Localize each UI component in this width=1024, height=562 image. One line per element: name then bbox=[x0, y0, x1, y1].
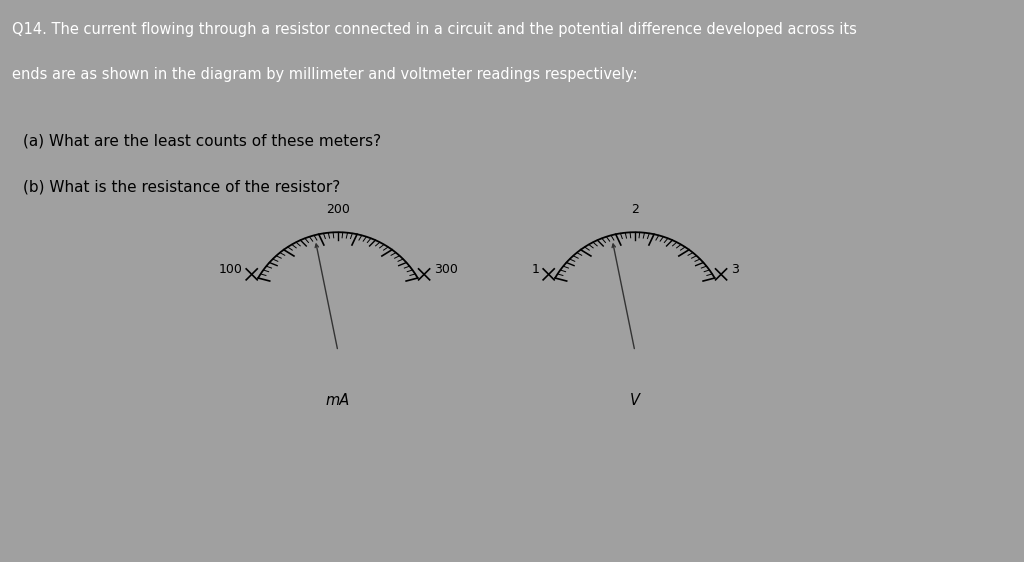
Text: V: V bbox=[630, 392, 640, 407]
Text: Q14. The current flowing through a resistor connected in a circuit and the poten: Q14. The current flowing through a resis… bbox=[12, 21, 857, 37]
Text: 3: 3 bbox=[731, 263, 738, 277]
Text: mA: mA bbox=[326, 392, 350, 407]
Text: 200: 200 bbox=[326, 203, 350, 216]
Text: (b) What is the resistance of the resistor?: (b) What is the resistance of the resist… bbox=[23, 179, 340, 194]
Text: 2: 2 bbox=[631, 203, 639, 216]
Text: 100: 100 bbox=[218, 263, 242, 277]
Text: ends are as shown in the diagram by millimeter and voltmeter readings respective: ends are as shown in the diagram by mill… bbox=[12, 67, 638, 83]
Text: (a) What are the least counts of these meters?: (a) What are the least counts of these m… bbox=[23, 134, 381, 149]
Text: 300: 300 bbox=[434, 263, 458, 277]
Text: 1: 1 bbox=[531, 263, 539, 277]
